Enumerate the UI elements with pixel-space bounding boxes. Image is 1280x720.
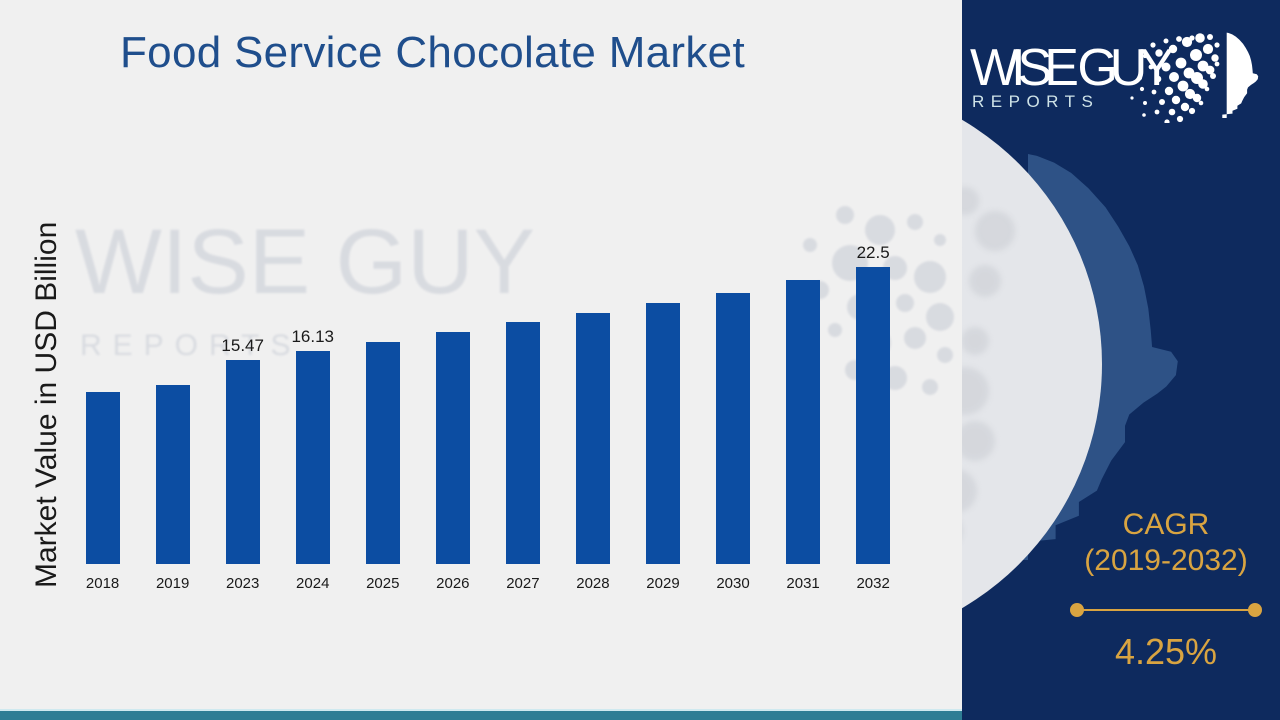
- svg-text:REPORTS: REPORTS: [972, 92, 1099, 111]
